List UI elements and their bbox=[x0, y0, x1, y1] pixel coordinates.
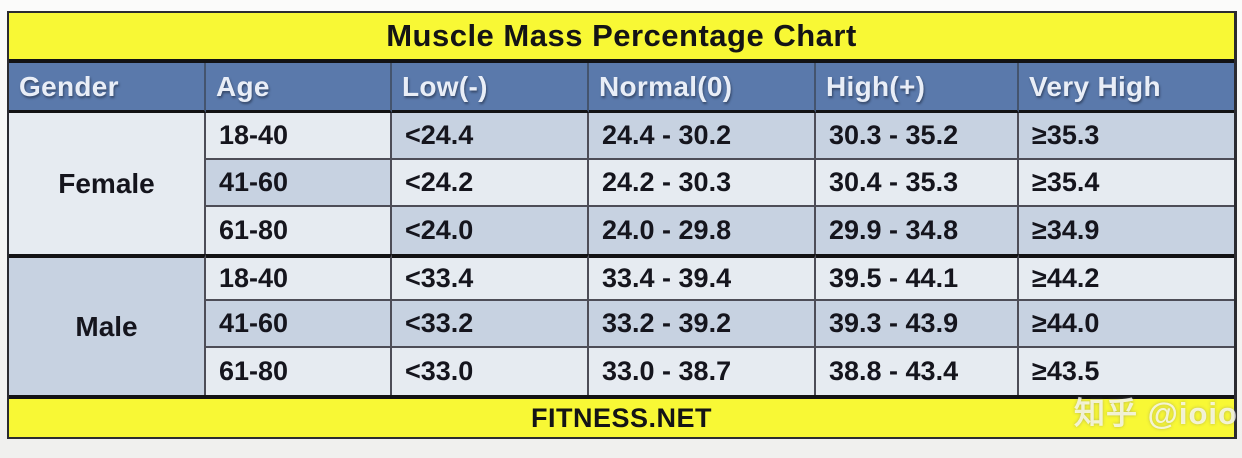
cell-male-18-40-high: 39.5 - 44.1 bbox=[816, 254, 1019, 301]
cell-female-18-40-high: 30.3 - 35.2 bbox=[816, 113, 1019, 160]
cell-female-41-60-normal: 24.2 - 30.3 bbox=[589, 160, 816, 207]
cell-female-61-80-very-high: ≥34.9 bbox=[1019, 207, 1234, 254]
column-header-gender: Gender bbox=[9, 63, 206, 113]
column-header-low: Low(-) bbox=[392, 63, 589, 113]
column-header-very-high: Very High bbox=[1019, 63, 1234, 113]
cell-male-61-80-low: <33.0 bbox=[392, 348, 589, 395]
cell-female-41-60-high: 30.4 - 35.3 bbox=[816, 160, 1019, 207]
cell-male-61-80-age: 61-80 bbox=[206, 348, 392, 395]
cell-female-41-60-very-high: ≥35.4 bbox=[1019, 160, 1234, 207]
cell-male-61-80-normal: 33.0 - 38.7 bbox=[589, 348, 816, 395]
cell-male-41-60-age: 41-60 bbox=[206, 301, 392, 348]
column-header-high: High(+) bbox=[816, 63, 1019, 113]
cell-female-61-80-age: 61-80 bbox=[206, 207, 392, 254]
cell-female-61-80-low: <24.0 bbox=[392, 207, 589, 254]
cell-male-61-80-very-high: ≥43.5 bbox=[1019, 348, 1234, 395]
column-header-age: Age bbox=[206, 63, 392, 113]
cell-male-18-40-low: <33.4 bbox=[392, 254, 589, 301]
muscle-mass-table: Muscle Mass Percentage Chart Gender Age … bbox=[7, 11, 1237, 439]
cell-female-61-80-high: 29.9 - 34.8 bbox=[816, 207, 1019, 254]
table-footer-source: FITNESS.NET bbox=[9, 395, 1234, 437]
cell-female-18-40-low: <24.4 bbox=[392, 113, 589, 160]
cell-female-18-40-age: 18-40 bbox=[206, 113, 392, 160]
cell-male-41-60-low: <33.2 bbox=[392, 301, 589, 348]
gender-cell-female: Female bbox=[9, 113, 206, 254]
column-header-normal: Normal(0) bbox=[589, 63, 816, 113]
cell-male-18-40-age: 18-40 bbox=[206, 254, 392, 301]
cell-male-41-60-very-high: ≥44.0 bbox=[1019, 301, 1234, 348]
cell-male-18-40-normal: 33.4 - 39.4 bbox=[589, 254, 816, 301]
cell-male-41-60-normal: 33.2 - 39.2 bbox=[589, 301, 816, 348]
cell-female-18-40-very-high: ≥35.3 bbox=[1019, 113, 1234, 160]
table-title: Muscle Mass Percentage Chart bbox=[9, 13, 1234, 63]
cell-female-41-60-low: <24.2 bbox=[392, 160, 589, 207]
cell-female-41-60-age: 41-60 bbox=[206, 160, 392, 207]
cell-male-61-80-high: 38.8 - 43.4 bbox=[816, 348, 1019, 395]
table-grid: Gender Age Low(-) Normal(0) High(+) Very… bbox=[9, 63, 1234, 395]
cell-female-61-80-normal: 24.0 - 29.8 bbox=[589, 207, 816, 254]
cell-male-41-60-high: 39.3 - 43.9 bbox=[816, 301, 1019, 348]
cell-male-18-40-very-high: ≥44.2 bbox=[1019, 254, 1234, 301]
cell-female-18-40-normal: 24.4 - 30.2 bbox=[589, 113, 816, 160]
gender-cell-male: Male bbox=[9, 254, 206, 395]
